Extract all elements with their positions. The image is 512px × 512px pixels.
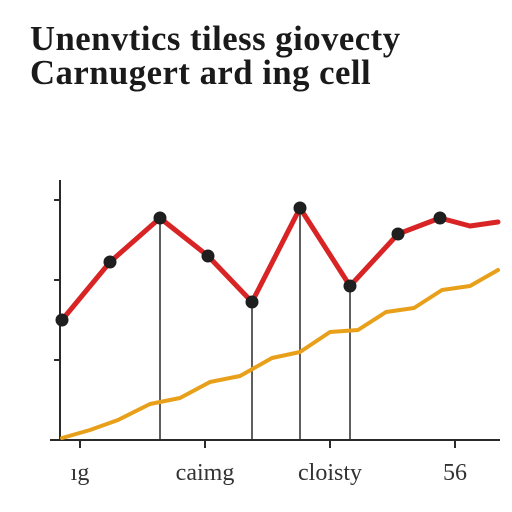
- x-axis-label: ıg: [71, 460, 90, 487]
- x-axis-label: 56: [443, 460, 467, 487]
- chart-figure: Unenvtics tiless giovecty Carnugert ard …: [0, 0, 512, 512]
- x-axis-ticks: [80, 440, 455, 448]
- series-lines: [62, 208, 498, 438]
- series-markers: [56, 202, 446, 326]
- x-axis-label: cloisty: [298, 460, 362, 487]
- chart-svg: [0, 0, 512, 512]
- x-axis-labels: ıg caimg cloisty 56: [0, 460, 512, 490]
- x-axis-label: caimg: [176, 460, 235, 487]
